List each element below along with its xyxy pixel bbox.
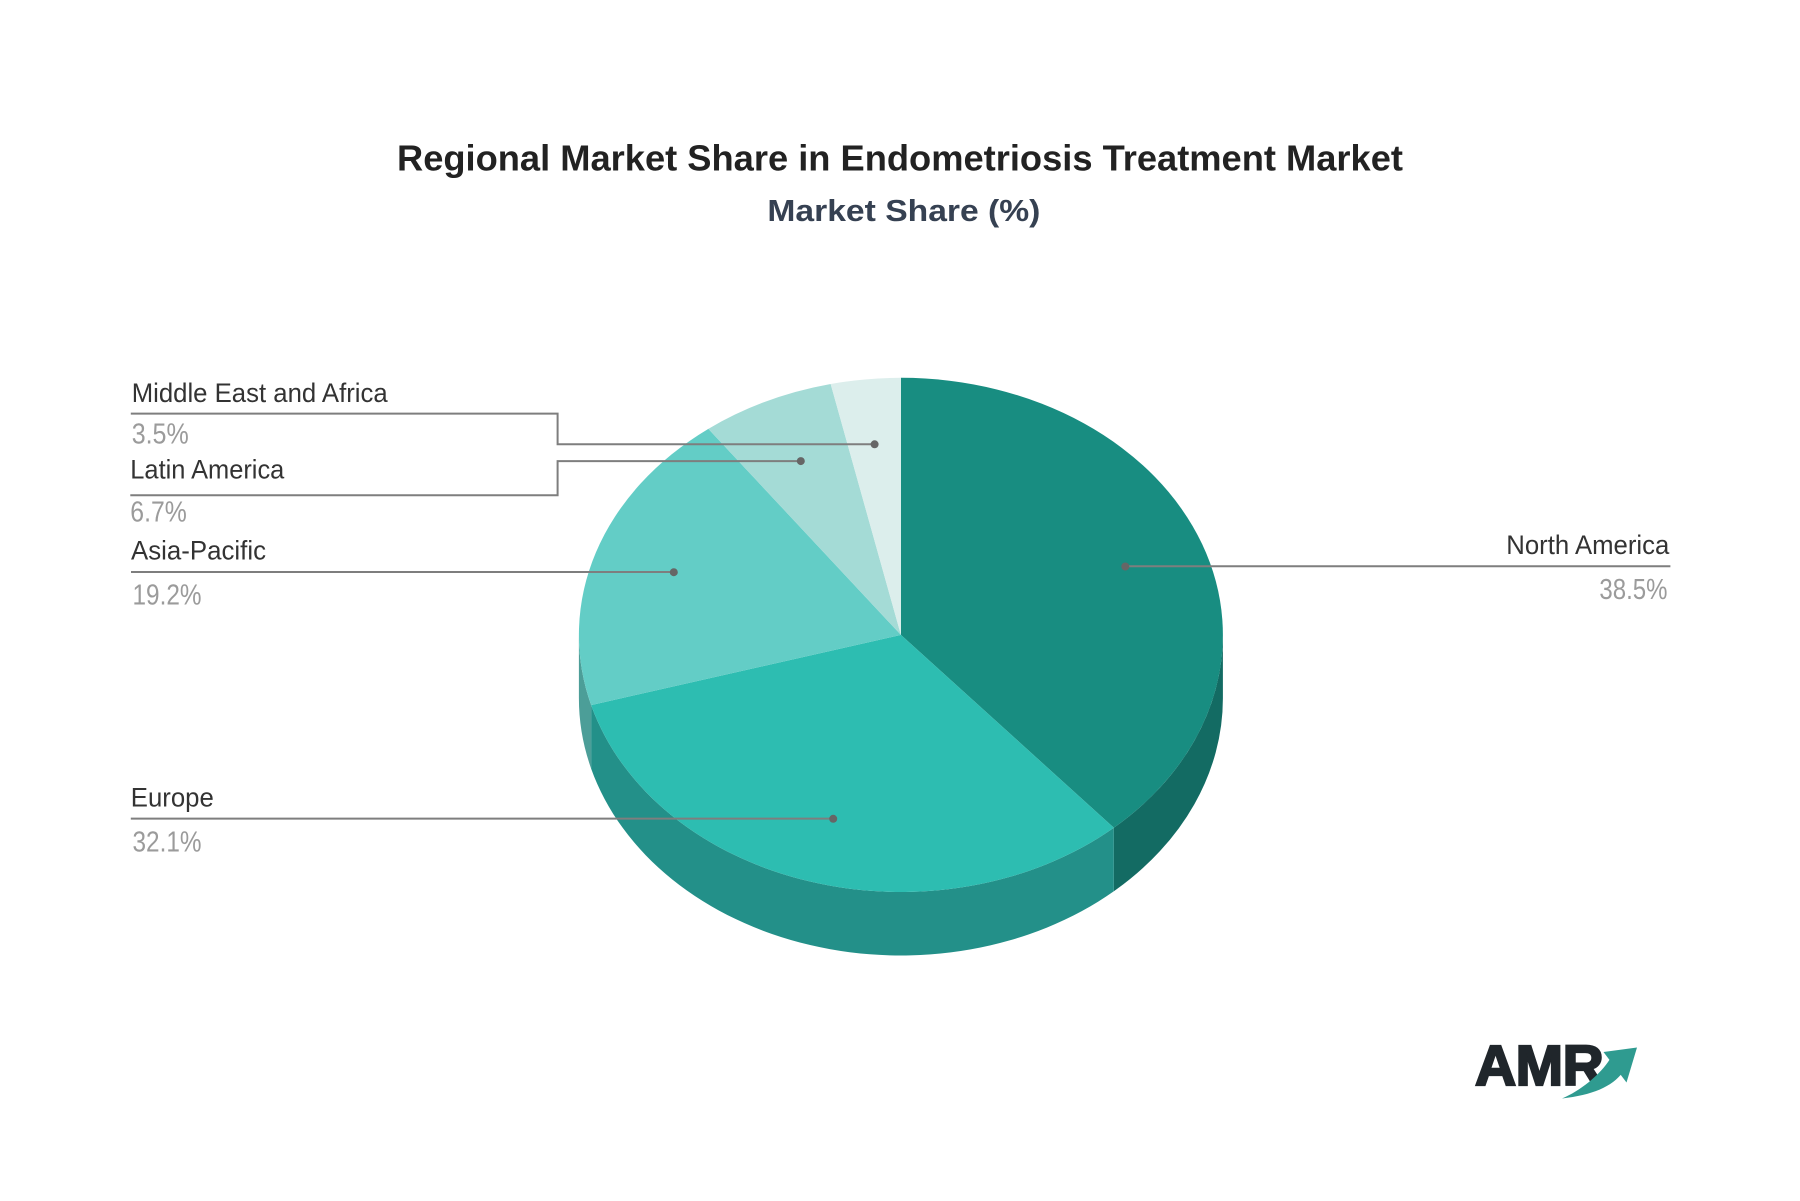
- svg-text:AMR: AMR: [1475, 1034, 1603, 1098]
- svg-text:North America: North America: [1506, 530, 1669, 560]
- svg-text:Middle East and Africa: Middle East and Africa: [132, 378, 388, 408]
- svg-text:32.1%: 32.1%: [133, 826, 202, 858]
- svg-text:Latin America: Latin America: [130, 454, 284, 484]
- svg-text:Market Share (%): Market Share (%): [767, 193, 1040, 228]
- svg-text:Regional Market Share in Endom: Regional Market Share in Endometriosis T…: [397, 137, 1403, 178]
- svg-text:6.7%: 6.7%: [130, 496, 187, 528]
- svg-text:Europe: Europe: [131, 783, 214, 813]
- svg-text:3.5%: 3.5%: [132, 419, 189, 451]
- svg-text:38.5%: 38.5%: [1599, 574, 1667, 606]
- svg-text:19.2%: 19.2%: [133, 580, 202, 612]
- svg-text:Asia-Pacific: Asia-Pacific: [131, 536, 266, 566]
